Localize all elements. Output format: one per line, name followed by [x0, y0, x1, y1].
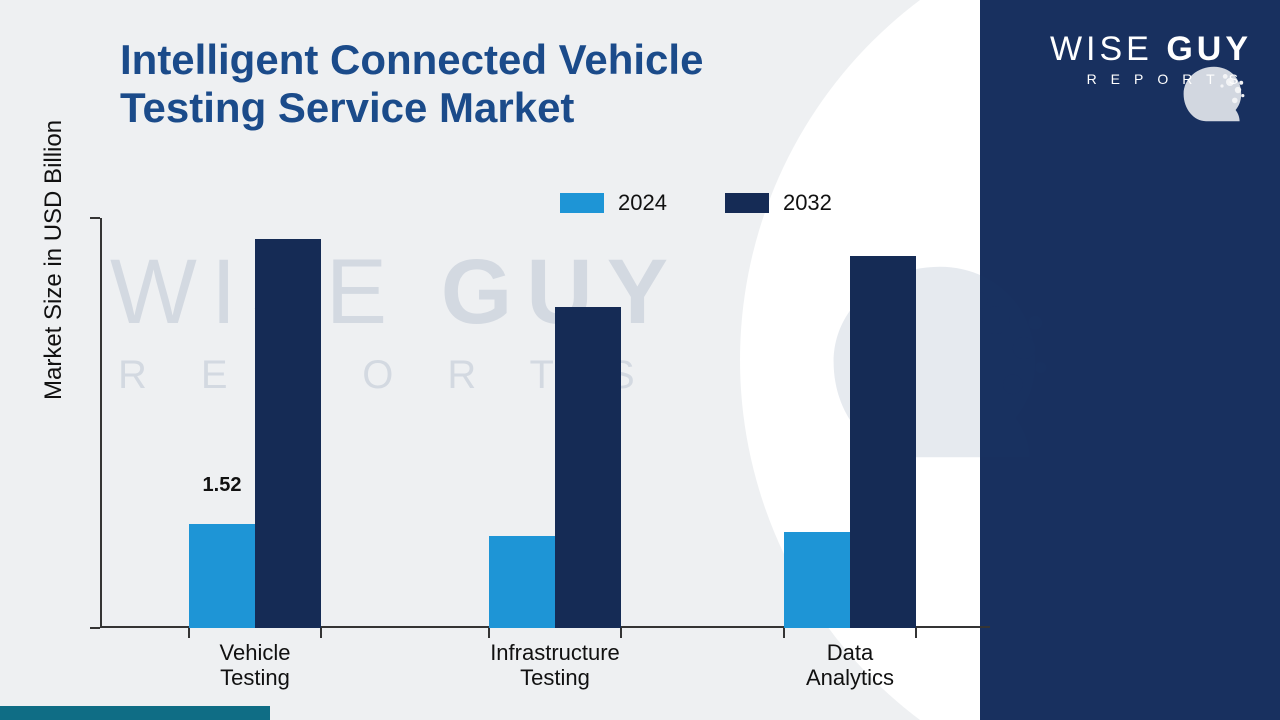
brand-logo: WISE GUY REPORTS	[1050, 30, 1252, 87]
y-axis-label: Market Size in USD Billion	[40, 120, 68, 400]
plot-area: 1.52VehicleTestingInfrastructureTestingD…	[100, 218, 990, 628]
y-axis	[100, 218, 102, 628]
legend: 2024 2032	[560, 190, 832, 216]
bar-2024-2	[784, 532, 850, 628]
legend-swatch-2024	[560, 193, 604, 213]
bar-2032-0	[255, 239, 321, 629]
brand-line1a: WISE	[1050, 30, 1153, 68]
y-tick	[90, 217, 100, 219]
brand-head-icon	[1174, 62, 1254, 142]
bar-value-label: 1.52	[203, 474, 242, 497]
bar-2032-1	[555, 307, 621, 628]
legend-label-2032: 2032	[783, 190, 832, 216]
y-tick	[90, 627, 100, 629]
bottom-strip	[0, 706, 270, 720]
bar-2024-1	[489, 536, 555, 628]
category-label: InfrastructureTesting	[435, 628, 675, 691]
legend-swatch-2032	[725, 193, 769, 213]
chart-canvas: WISE GUY REPORTS WISE GUY REPORTS Intell…	[0, 0, 1280, 720]
legend-item-2032: 2032	[725, 190, 832, 216]
legend-label-2024: 2024	[618, 190, 667, 216]
legend-item-2024: 2024	[560, 190, 667, 216]
bar-2032-2	[850, 256, 916, 628]
category-label: VehicleTesting	[135, 628, 375, 691]
category-label: DataAnalytics	[730, 628, 970, 691]
chart-title: Intelligent Connected Vehicle Testing Se…	[120, 36, 760, 133]
bar-2024-0	[189, 524, 255, 628]
